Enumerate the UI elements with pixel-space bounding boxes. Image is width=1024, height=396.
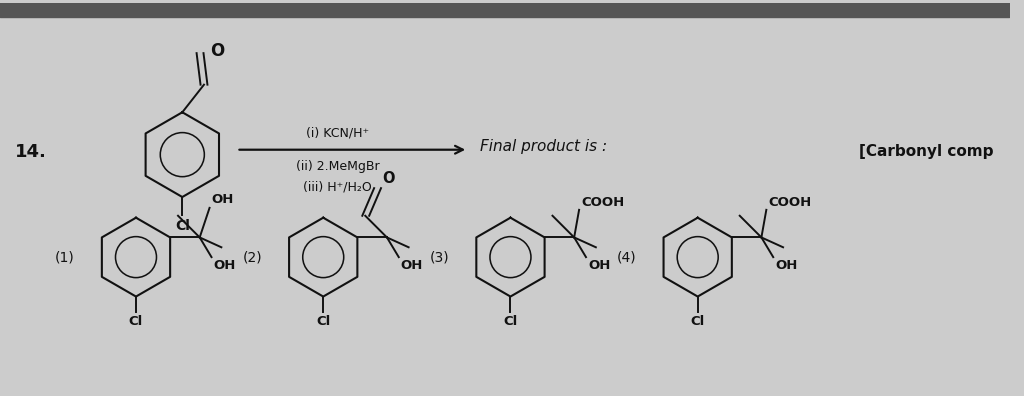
Text: OH: OH — [213, 259, 236, 272]
Text: [Carbonyl comp: [Carbonyl comp — [859, 144, 994, 159]
Text: OH: OH — [588, 259, 610, 272]
Text: OH: OH — [400, 259, 423, 272]
Text: (4): (4) — [617, 250, 637, 264]
Text: Final product is :: Final product is : — [480, 139, 607, 154]
Text: 14.: 14. — [14, 143, 47, 161]
Text: OH: OH — [212, 193, 233, 206]
Text: COOH: COOH — [768, 196, 812, 209]
Text: (iii) H⁺/H₂O: (iii) H⁺/H₂O — [303, 180, 372, 193]
Text: (ii) 2.MeMgBr: (ii) 2.MeMgBr — [296, 160, 379, 173]
Text: Cl: Cl — [690, 315, 705, 328]
Text: COOH: COOH — [581, 196, 625, 209]
Text: (i) KCN/H⁺: (i) KCN/H⁺ — [306, 127, 369, 140]
Text: (3): (3) — [430, 250, 450, 264]
Text: O: O — [382, 171, 394, 186]
Text: Cl: Cl — [316, 315, 331, 328]
Text: O: O — [210, 42, 224, 60]
Text: Cl: Cl — [175, 219, 189, 233]
Text: Cl: Cl — [129, 315, 143, 328]
Text: (2): (2) — [243, 250, 262, 264]
Text: OH: OH — [775, 259, 798, 272]
Text: Cl: Cl — [504, 315, 517, 328]
Text: (1): (1) — [55, 250, 75, 264]
